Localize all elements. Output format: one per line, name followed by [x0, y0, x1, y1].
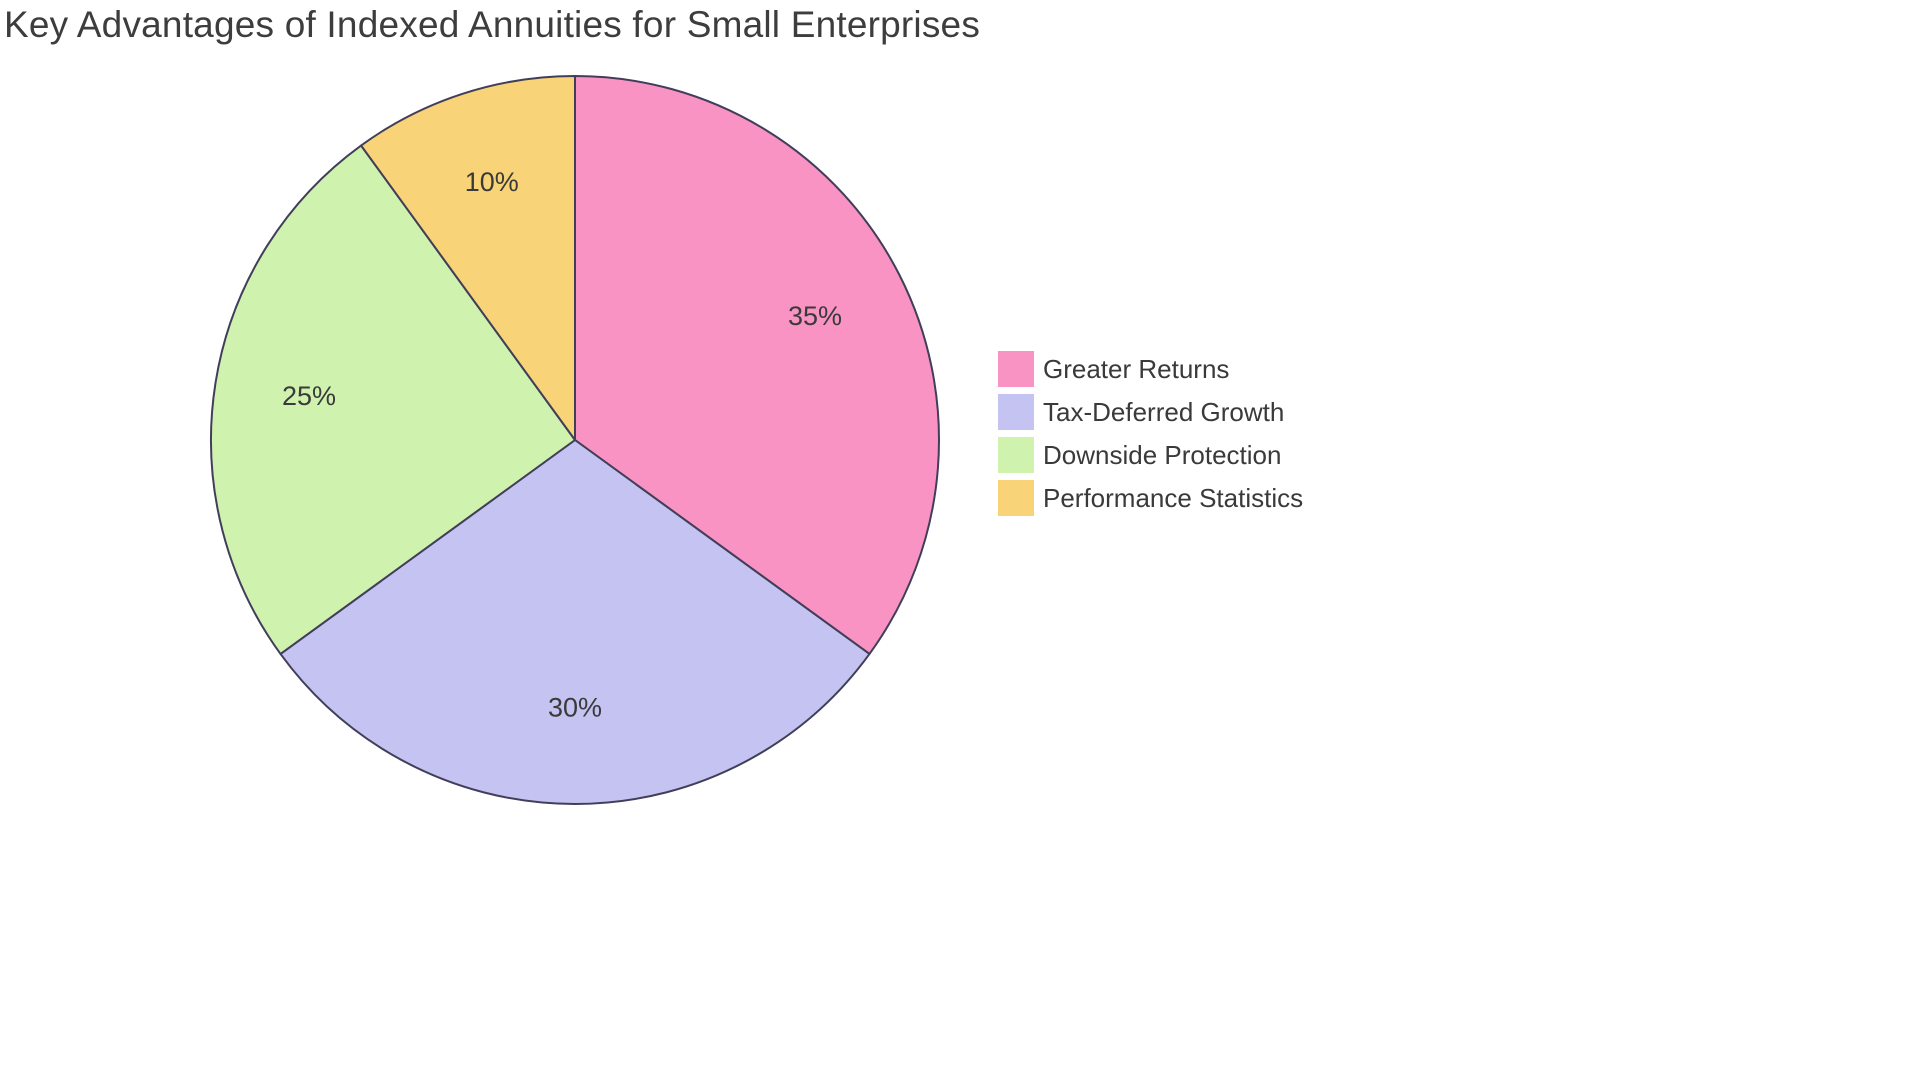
chart-legend: Greater Returns Tax-Deferred Growth Downsi…: [998, 351, 1303, 516]
legend-label: Greater Returns: [1043, 353, 1230, 384]
pie-slice-greater-returns: [574, 75, 940, 655]
slice-percent-label: 25%: [282, 381, 336, 411]
legend-swatch: [998, 351, 1034, 387]
pie-slice-tax-deferred-growth: [279, 439, 871, 805]
legend-item: Downside Protection: [998, 437, 1303, 473]
legend-swatch: [998, 437, 1034, 473]
pie-slice-performance-statistics: [360, 75, 576, 441]
legend-label: Tax-Deferred Growth: [1043, 396, 1285, 427]
legend-swatch: [998, 394, 1034, 430]
legend-label: Downside Protection: [1043, 439, 1282, 470]
slice-percent-label: 30%: [548, 693, 602, 723]
legend-swatch: [998, 480, 1034, 516]
pie-slice-downside-protection: [210, 144, 576, 655]
legend-label: Performance Statistics: [1043, 482, 1304, 513]
slice-percent-label: 35%: [788, 301, 842, 331]
chart-title: Key Advantages of Indexed Annuities for …: [4, 4, 981, 45]
legend-item: Greater Returns: [998, 351, 1303, 387]
slice-percent-label: 10%: [465, 167, 519, 197]
legend-item: Performance Statistics: [998, 480, 1303, 516]
legend-item: Tax-Deferred Growth: [998, 394, 1303, 430]
